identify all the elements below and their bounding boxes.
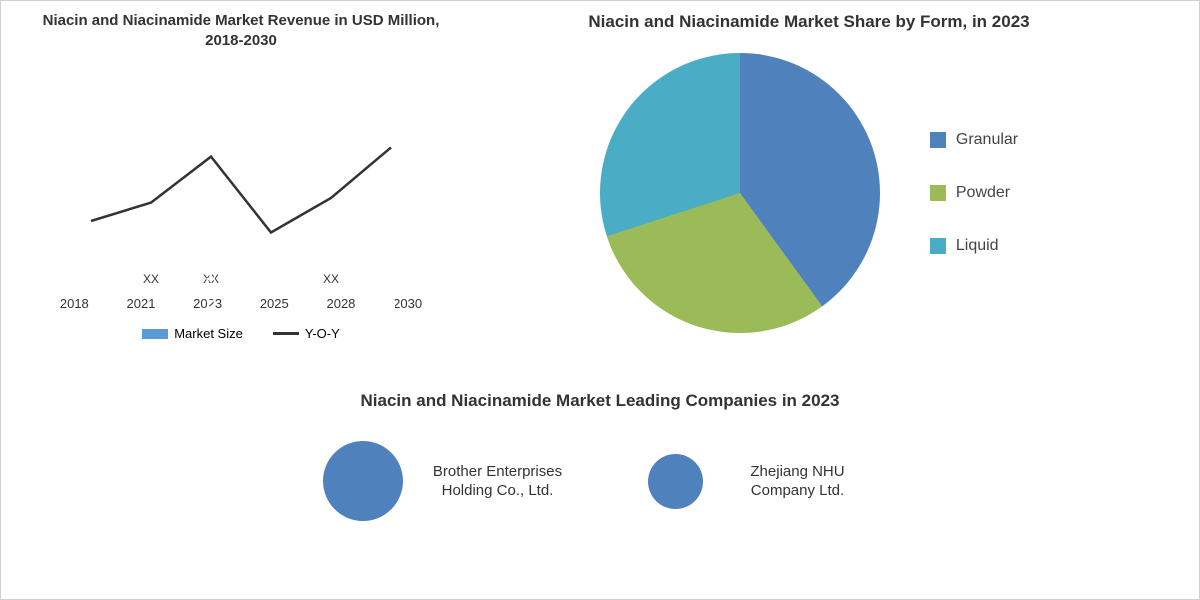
- pie-legend-label: Liquid: [956, 237, 999, 255]
- company-bubble-item: Zhejiang NHU Company Ltd.: [648, 454, 878, 509]
- legend-bar-swatch: [142, 329, 168, 339]
- company-bubble-item: Brother Enterprises Holding Co., Ltd.: [323, 441, 578, 521]
- bars-container: XXXXXXXX1111.19XXXXXX1648.88: [61, 60, 421, 290]
- pie-legend: Granular Powder Liquid: [930, 131, 1018, 255]
- bar-value-label: 1111.19: [204, 269, 218, 310]
- pie-legend-label: Powder: [956, 184, 1010, 202]
- x-axis-label: 2018: [49, 296, 99, 311]
- x-axis-label: 2028: [316, 296, 366, 311]
- pie-legend-swatch: [930, 132, 946, 148]
- company-bubbles: Brother Enterprises Holding Co., Ltd. Zhe…: [41, 441, 1159, 521]
- pie-chart-title: Niacin and Niacinamide Market Share by F…: [459, 11, 1159, 33]
- x-axis-label: 2021: [116, 296, 166, 311]
- bar-chart-title: Niacin and Niacinamide Market Revenue in…: [41, 11, 441, 50]
- company-label: Zhejiang NHU Company Ltd.: [718, 462, 878, 501]
- legend-line-swatch: [273, 332, 299, 335]
- pie-chart-section: Niacin and Niacinamide Market Share by F…: [459, 11, 1159, 371]
- companies-title: Niacin and Niacinamide Market Leading Co…: [41, 391, 1159, 411]
- infographic-container: Niacin and Niacinamide Market Revenue in…: [1, 1, 1199, 599]
- bar-value-label: XX: [324, 282, 338, 298]
- bar-chart-legend: Market Size Y-O-Y: [41, 326, 441, 341]
- legend-bar: Market Size: [142, 326, 243, 341]
- legend-bar-label: Market Size: [174, 326, 243, 341]
- top-row: Niacin and Niacinamide Market Revenue in…: [41, 11, 1159, 371]
- pie-legend-swatch: [930, 185, 946, 201]
- legend-line-label: Y-O-Y: [305, 326, 340, 341]
- companies-section: Niacin and Niacinamide Market Leading Co…: [41, 391, 1159, 521]
- company-label: Brother Enterprises Holding Co., Ltd.: [418, 462, 578, 501]
- pie-legend-item: Powder: [930, 184, 1018, 202]
- bar-value-label: XX: [264, 282, 278, 298]
- bar-chart-area: XXXXXXXX1111.19XXXXXX1648.88: [61, 60, 421, 290]
- x-axis-label: 2025: [249, 296, 299, 311]
- pie-chart: [600, 53, 880, 333]
- company-bubble: [323, 441, 403, 521]
- bar-value-label: XX: [84, 282, 98, 298]
- bar-value-label: 1648.88: [384, 268, 398, 311]
- pie-row: Granular Powder Liquid: [459, 53, 1159, 333]
- pie-legend-item: Liquid: [930, 237, 1018, 255]
- x-axis-labels: 201820212023202520282030: [41, 296, 441, 311]
- bar-value-label: XX: [144, 282, 158, 298]
- pie-legend-swatch: [930, 238, 946, 254]
- bar-chart-section: Niacin and Niacinamide Market Revenue in…: [41, 11, 441, 371]
- pie-legend-item: Granular: [930, 131, 1018, 149]
- company-bubble: [648, 454, 703, 509]
- legend-line: Y-O-Y: [273, 326, 340, 341]
- pie-legend-label: Granular: [956, 131, 1018, 149]
